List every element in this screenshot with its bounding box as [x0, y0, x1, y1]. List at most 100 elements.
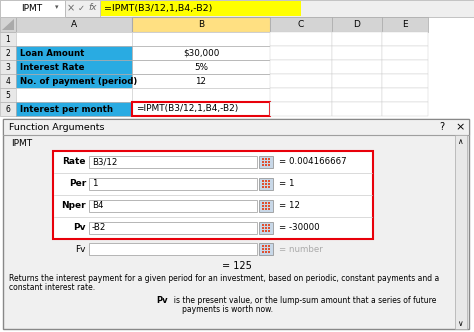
Bar [332, 32, 382, 46]
Bar [268, 183, 270, 185]
Bar [268, 161, 270, 163]
Bar [332, 46, 382, 60]
Bar [16, 17, 132, 32]
Text: Nper: Nper [61, 202, 86, 210]
Bar [262, 183, 264, 185]
Text: ?: ? [439, 123, 444, 132]
Bar [382, 32, 428, 46]
Text: Interest Rate: Interest Rate [20, 62, 84, 71]
Text: ∧: ∧ [457, 137, 463, 146]
Bar [265, 245, 267, 247]
Bar [268, 208, 270, 210]
Bar [0, 88, 16, 102]
Text: Rate: Rate [63, 157, 86, 167]
Text: ∨: ∨ [457, 319, 463, 328]
Bar [16, 102, 132, 116]
Bar [382, 102, 428, 116]
Text: ×: × [455, 123, 465, 132]
Bar [265, 248, 267, 250]
Bar [265, 158, 267, 160]
Bar [382, 74, 428, 88]
Text: ✓: ✓ [78, 4, 85, 13]
Bar [332, 102, 382, 116]
Bar [265, 208, 267, 210]
Text: Pv: Pv [156, 296, 168, 305]
Text: ×: × [67, 4, 75, 14]
Bar [0, 46, 16, 60]
Bar [455, 135, 467, 329]
Bar [259, 156, 273, 168]
Text: ▾: ▾ [55, 4, 58, 10]
Text: = 12: = 12 [279, 202, 300, 210]
Bar [259, 200, 273, 212]
Bar [270, 17, 332, 32]
Bar [265, 186, 267, 188]
Bar [332, 60, 382, 74]
Bar [265, 183, 267, 185]
Text: = number: = number [279, 244, 323, 254]
Bar [262, 230, 264, 232]
Bar [262, 224, 264, 226]
Bar [262, 202, 264, 204]
Bar [268, 158, 270, 160]
Text: 5: 5 [6, 91, 10, 100]
Text: Pv: Pv [73, 223, 86, 232]
Bar [16, 46, 132, 60]
Text: 4: 4 [6, 76, 10, 86]
Text: 6: 6 [6, 105, 10, 114]
Bar [268, 180, 270, 182]
Text: Interest per month: Interest per month [20, 105, 113, 114]
Text: 12: 12 [195, 76, 207, 86]
Text: = -30000: = -30000 [279, 223, 319, 232]
Text: Returns the interest payment for a given period for an investment, based on peri: Returns the interest payment for a given… [9, 274, 439, 283]
Text: Fv: Fv [75, 244, 86, 254]
Text: Per: Per [69, 180, 86, 189]
Text: = 0.004166667: = 0.004166667 [279, 157, 346, 167]
Bar [268, 245, 270, 247]
Bar [262, 248, 264, 250]
Bar [270, 74, 332, 88]
Bar [270, 88, 332, 102]
Bar [265, 224, 267, 226]
Bar [265, 202, 267, 204]
Bar [262, 161, 264, 163]
Bar [3, 119, 469, 329]
Bar [16, 32, 132, 46]
Bar [268, 205, 270, 207]
Text: 1: 1 [6, 35, 10, 43]
Bar [0, 0, 474, 17]
Bar [16, 88, 132, 102]
Bar [89, 200, 257, 212]
Bar [268, 227, 270, 229]
Bar [265, 251, 267, 253]
Text: IPMT: IPMT [11, 139, 32, 148]
Bar [3, 119, 469, 135]
Bar [132, 74, 270, 88]
Bar [382, 88, 428, 102]
Bar [332, 74, 382, 88]
Text: payments is worth now.: payments is worth now. [182, 305, 273, 314]
Bar [132, 32, 270, 46]
Text: B: B [198, 20, 204, 29]
Bar [132, 88, 270, 102]
Bar [268, 202, 270, 204]
Bar [132, 17, 270, 32]
Text: is the present value, or the lump-sum amount that a series of future: is the present value, or the lump-sum am… [169, 296, 437, 305]
Bar [132, 102, 270, 116]
Bar [270, 60, 332, 74]
Bar [259, 222, 273, 234]
Text: =IPMT(B3/12,1,B4,-B2): =IPMT(B3/12,1,B4,-B2) [136, 105, 238, 114]
Bar [265, 230, 267, 232]
Bar [265, 227, 267, 229]
Bar [268, 224, 270, 226]
Bar [0, 17, 16, 32]
Bar [332, 17, 382, 32]
Bar [16, 74, 132, 88]
Bar [262, 186, 264, 188]
Bar [16, 60, 132, 74]
Bar [132, 60, 270, 74]
Bar [268, 164, 270, 166]
Polygon shape [2, 19, 14, 30]
Bar [265, 161, 267, 163]
Bar [265, 180, 267, 182]
